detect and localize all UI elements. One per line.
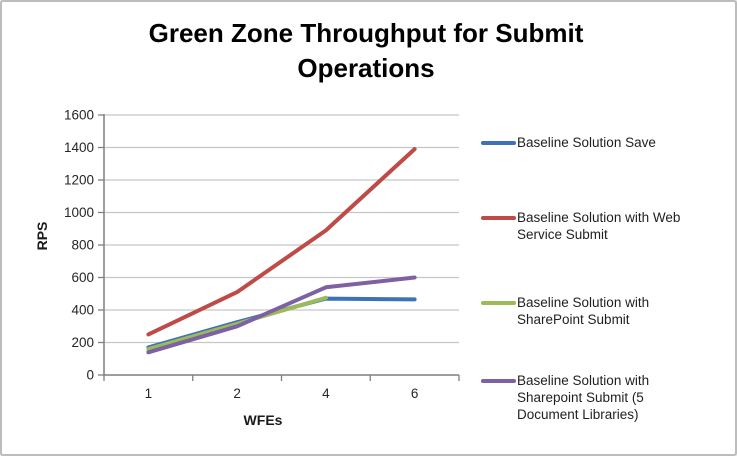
y-tick-label: 0 bbox=[86, 368, 94, 383]
y-tick-label: 1400 bbox=[64, 140, 94, 155]
series-line-1 bbox=[146, 147, 417, 337]
y-tick-label: 200 bbox=[71, 335, 94, 350]
series-line-3 bbox=[146, 275, 417, 355]
x-tick-label: 2 bbox=[233, 386, 241, 401]
y-tick-label: 600 bbox=[71, 270, 94, 285]
series-line-2 bbox=[146, 295, 328, 351]
x-tick-label: 6 bbox=[411, 386, 419, 401]
y-tick-label: 800 bbox=[71, 238, 94, 253]
y-tick-label: 400 bbox=[71, 303, 94, 318]
y-tick-label: 1000 bbox=[64, 205, 94, 220]
y-tick-label: 1600 bbox=[64, 108, 94, 123]
x-tick-label: 1 bbox=[145, 386, 153, 401]
y-tick-label: 1200 bbox=[64, 173, 94, 188]
x-axis-title: WFEs bbox=[243, 412, 283, 428]
x-tick-label: 4 bbox=[322, 386, 330, 401]
chart-title: Green Zone Throughput for Submit Operati… bbox=[148, 18, 584, 83]
